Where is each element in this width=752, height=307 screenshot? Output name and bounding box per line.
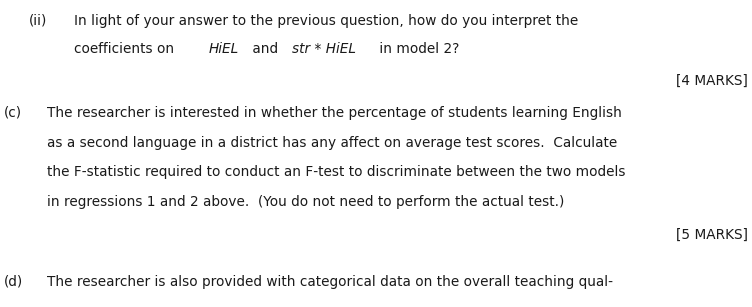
Text: [4 MARKS]: [4 MARKS] <box>676 74 748 88</box>
Text: and: and <box>247 42 282 56</box>
Text: in regressions 1 and 2 above.  (You do not need to perform the actual test.): in regressions 1 and 2 above. (You do no… <box>47 195 564 209</box>
Text: coefficients on: coefficients on <box>74 42 178 56</box>
Text: The researcher is interested in whether the percentage of students learning Engl: The researcher is interested in whether … <box>47 106 621 120</box>
Text: (c): (c) <box>4 106 22 120</box>
Text: [5 MARKS]: [5 MARKS] <box>676 228 748 242</box>
Text: The researcher is also provided with categorical data on the overall teaching qu: The researcher is also provided with cat… <box>47 275 613 289</box>
Text: in model 2?: in model 2? <box>374 42 459 56</box>
Text: as a second language in a district has any affect on average test scores.  Calcu: as a second language in a district has a… <box>47 136 617 150</box>
Text: (d): (d) <box>4 275 23 289</box>
Text: HiEL: HiEL <box>208 42 239 56</box>
Text: In light of your answer to the previous question, how do you interpret the: In light of your answer to the previous … <box>74 14 578 28</box>
Text: str * HiEL: str * HiEL <box>292 42 356 56</box>
Text: the F-statistic required to conduct an F-test to discriminate between the two mo: the F-statistic required to conduct an F… <box>47 165 625 180</box>
Text: (ii): (ii) <box>29 14 47 28</box>
